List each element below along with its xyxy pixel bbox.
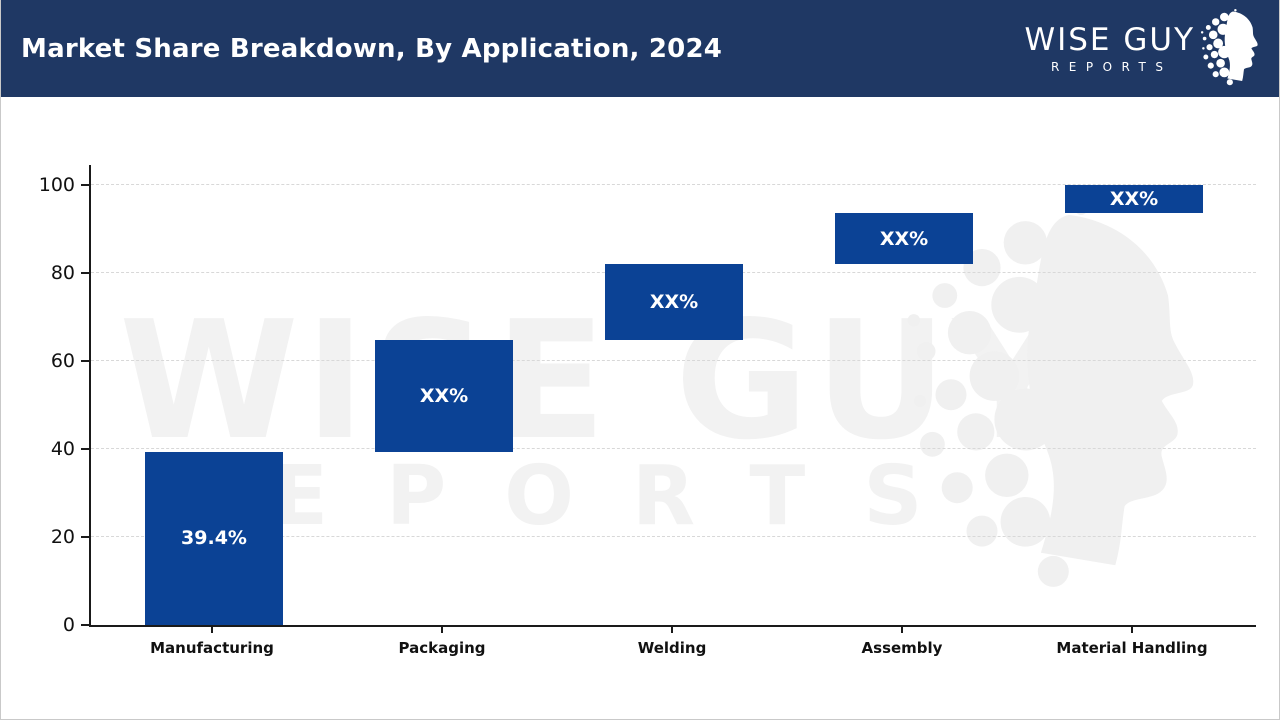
- bar-welding: XX%: [605, 264, 743, 340]
- bar-label-welding: XX%: [649, 291, 699, 314]
- y-tick-mark-20: [81, 536, 89, 538]
- y-tick-label-100: 100: [38, 174, 75, 196]
- bar-material-handling: XX%: [1065, 185, 1203, 214]
- y-tick-mark-80: [81, 272, 89, 274]
- x-tick-mark-welding: [671, 627, 673, 633]
- bar-packaging: XX%: [375, 339, 513, 452]
- y-tick-mark-40: [81, 448, 89, 450]
- gridline-60: [91, 360, 1256, 361]
- x-category-label-assembly: Assembly: [861, 639, 943, 657]
- gridline-40: [91, 448, 1256, 449]
- y-tick-mark-60: [81, 360, 89, 362]
- y-tick-mark-0: [81, 624, 89, 626]
- plot: 0 20 40 60 80 100 39.4% XX% XX% XX% XX%: [39, 165, 1256, 636]
- y-tick-mark-100: [81, 184, 89, 186]
- header: Market Share Breakdown, By Application, …: [1, 0, 1279, 97]
- logo-wiseguy-text: WISE GUY: [1024, 21, 1195, 58]
- bar-label-assembly: XX%: [879, 227, 929, 250]
- chart-area: WISE GUY REPORTS 0 20 40 60 80 100 39.4% XX% XX%…: [1, 97, 1279, 719]
- x-tick-mark-manufacturing: [211, 627, 213, 633]
- x-tick-mark-packaging: [441, 627, 443, 633]
- y-tick-label-60: 60: [50, 350, 75, 372]
- x-tick-mark-material-handling: [1131, 627, 1133, 633]
- chart-title: Market Share Breakdown, By Application, …: [21, 33, 723, 64]
- bar-label-material-handling: XX%: [1109, 188, 1159, 211]
- x-tick-mark-assembly: [901, 627, 903, 633]
- gridline-100: [91, 184, 1256, 185]
- bar-manufacturing: 39.4%: [145, 451, 283, 625]
- y-tick-label-20: 20: [50, 526, 75, 548]
- x-category-label-material-handling: Material Handling: [1056, 639, 1208, 657]
- brand-logo-text: WISE GUY REPORTS: [1024, 21, 1195, 74]
- logo-reports-text: REPORTS: [1050, 59, 1173, 74]
- x-category-label-manufacturing: Manufacturing: [150, 639, 274, 657]
- brand-logo: WISE GUY REPORTS: [1024, 9, 1265, 89]
- x-category-label-welding: Welding: [637, 639, 707, 657]
- bar-assembly: XX%: [835, 213, 973, 265]
- bar-label-manufacturing: 39.4%: [181, 527, 247, 550]
- gridline-20: [91, 536, 1256, 537]
- logo-head-icon: [1191, 9, 1265, 89]
- y-tick-label-40: 40: [50, 438, 75, 460]
- bar-label-packaging: XX%: [419, 384, 469, 407]
- x-category-label-packaging: Packaging: [398, 639, 486, 657]
- y-tick-label-80: 80: [50, 262, 75, 284]
- y-tick-label-0: 0: [62, 614, 75, 636]
